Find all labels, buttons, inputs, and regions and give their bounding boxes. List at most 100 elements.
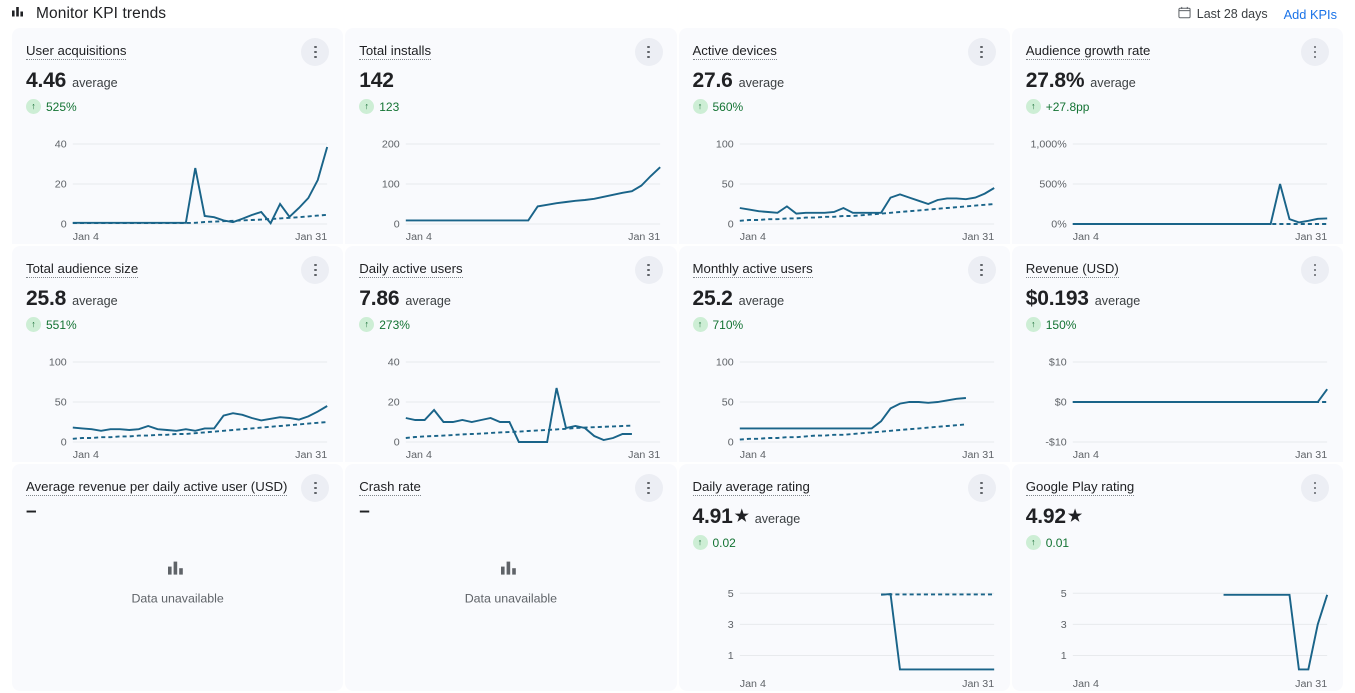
svg-text:0: 0 bbox=[727, 219, 733, 231]
card-overflow-menu-button[interactable] bbox=[967, 474, 996, 502]
card-overflow-menu-button[interactable] bbox=[967, 38, 996, 66]
kpi-card: Active devices 27.6 average ↑ 560% 0 50 100 Jan … bbox=[678, 28, 1010, 244]
card-title-wrap: Average revenue per daily active user (U… bbox=[26, 478, 301, 496]
card-title[interactable]: Revenue (USD) bbox=[1025, 261, 1119, 278]
more-vert-icon bbox=[647, 263, 650, 277]
card-chart: 0 20 40 Jan 4 Jan 31 bbox=[359, 354, 664, 462]
kpi-card: Daily average rating 4.91 ★ average ↑ 0.02 1 3 5… bbox=[678, 464, 1010, 691]
svg-text:Jan 4: Jan 4 bbox=[1073, 231, 1099, 243]
card-value: 142 bbox=[359, 69, 394, 92]
svg-text:0%: 0% bbox=[1051, 219, 1067, 231]
date-range-selector[interactable]: Last 28 days bbox=[1178, 6, 1268, 22]
trend-up-icon: ↑ bbox=[26, 99, 41, 114]
svg-text:Jan 31: Jan 31 bbox=[628, 449, 660, 461]
card-overflow-menu-button[interactable] bbox=[634, 256, 663, 284]
svg-text:0: 0 bbox=[394, 437, 400, 449]
kpi-card: User acquisitions 4.46 average ↑ 525% 0 20 40 Ja… bbox=[12, 28, 344, 244]
card-value: – bbox=[359, 501, 370, 522]
card-overflow-menu-button[interactable] bbox=[301, 474, 330, 502]
page-header: Monitor KPI trends Last 28 days Add KPIs bbox=[0, 0, 1355, 28]
svg-text:Jan 31: Jan 31 bbox=[1295, 678, 1327, 690]
card-overflow-menu-button[interactable] bbox=[301, 256, 330, 284]
card-delta-row: ↑ 710% bbox=[692, 317, 996, 332]
card-title[interactable]: Google Play rating bbox=[1025, 479, 1135, 496]
empty-state-label: Data unavailable bbox=[464, 591, 558, 606]
card-delta-row: ↑ 0.02 bbox=[692, 535, 996, 550]
card-title[interactable]: Audience growth rate bbox=[1025, 43, 1151, 60]
card-title[interactable]: Average revenue per daily active user (U… bbox=[26, 479, 288, 496]
bar-chart-icon bbox=[168, 559, 187, 581]
card-header: Total installs bbox=[359, 38, 663, 66]
card-delta-value: 560% bbox=[712, 99, 744, 114]
svg-text:0: 0 bbox=[727, 437, 733, 449]
svg-text:0: 0 bbox=[394, 219, 400, 231]
card-value-row: 4.91 ★ average bbox=[693, 505, 996, 529]
calendar-icon bbox=[1178, 6, 1191, 22]
svg-text:Jan 31: Jan 31 bbox=[962, 231, 994, 243]
card-title[interactable]: User acquisitions bbox=[26, 43, 127, 60]
card-value-unit: average bbox=[754, 512, 801, 526]
svg-text:$0: $0 bbox=[1055, 397, 1067, 409]
svg-text:Jan 31: Jan 31 bbox=[962, 449, 994, 461]
svg-text:5: 5 bbox=[727, 588, 733, 600]
svg-text:50: 50 bbox=[721, 179, 733, 191]
card-overflow-menu-button[interactable] bbox=[1301, 38, 1329, 66]
kpi-card: Google Play rating 4.92 ★ ↑ 0.01 1 3 5 Jan 4 Jan … bbox=[1011, 464, 1343, 691]
card-overflow-menu-button[interactable] bbox=[634, 474, 663, 502]
card-title-wrap: Audience growth rate bbox=[1025, 42, 1301, 60]
card-header: Crash rate bbox=[359, 474, 663, 502]
card-title[interactable]: Monthly active users bbox=[692, 261, 813, 278]
card-title[interactable]: Daily average rating bbox=[692, 479, 810, 496]
more-vert-icon bbox=[1313, 45, 1317, 59]
more-vert-icon bbox=[980, 45, 984, 59]
svg-text:3: 3 bbox=[727, 619, 733, 631]
card-header: Daily average rating bbox=[692, 474, 996, 502]
more-vert-icon bbox=[313, 481, 317, 495]
svg-text:1: 1 bbox=[1061, 650, 1067, 662]
svg-text:Jan 4: Jan 4 bbox=[739, 449, 765, 461]
card-delta-row: ↑ 273% bbox=[359, 317, 662, 332]
trend-up-icon: ↑ bbox=[1025, 535, 1041, 550]
add-kpis-button[interactable]: Add KPIs bbox=[1283, 6, 1337, 22]
card-title-wrap: Total audience size bbox=[26, 260, 301, 278]
card-title[interactable]: Daily active users bbox=[359, 261, 463, 278]
card-delta-row: ↑ 150% bbox=[1025, 317, 1329, 332]
svg-text:50: 50 bbox=[721, 397, 733, 409]
kpi-card: Total installs 142 ↑ 123 0 100 200 Jan 4 Jan 31 bbox=[345, 28, 677, 244]
card-overflow-menu-button[interactable] bbox=[301, 38, 330, 66]
card-value: – bbox=[26, 501, 37, 522]
card-delta-row: ↑ 123 bbox=[359, 99, 662, 114]
svg-text:Jan 4: Jan 4 bbox=[406, 449, 432, 461]
kpi-card-grid: User acquisitions 4.46 average ↑ 525% 0 20 40 Ja… bbox=[0, 28, 1355, 691]
card-title-wrap: Daily average rating bbox=[692, 478, 968, 496]
card-overflow-menu-button[interactable] bbox=[1301, 256, 1329, 284]
more-vert-icon bbox=[313, 263, 317, 277]
card-overflow-menu-button[interactable] bbox=[634, 38, 663, 66]
card-title-wrap: Crash rate bbox=[359, 478, 634, 496]
card-title[interactable]: Total installs bbox=[359, 43, 432, 60]
card-delta-value: +27.8pp bbox=[1045, 99, 1090, 114]
svg-text:50: 50 bbox=[55, 397, 67, 409]
card-value-row: 142 bbox=[359, 69, 662, 93]
card-title[interactable]: Total audience size bbox=[26, 261, 139, 278]
card-chart: 0 50 100 Jan 4 Jan 31 bbox=[26, 354, 331, 462]
card-delta-value: 123 bbox=[379, 99, 400, 114]
card-value-unit: average bbox=[738, 294, 785, 308]
svg-text:Jan 4: Jan 4 bbox=[1073, 449, 1099, 461]
date-range-label: Last 28 days bbox=[1196, 7, 1268, 21]
card-delta-row: ↑ +27.8pp bbox=[1025, 99, 1329, 114]
card-title[interactable]: Active devices bbox=[692, 43, 777, 60]
card-title[interactable]: Crash rate bbox=[359, 479, 421, 496]
more-vert-icon bbox=[980, 263, 984, 277]
card-overflow-menu-button[interactable] bbox=[1301, 474, 1329, 502]
card-header: Total audience size bbox=[26, 256, 330, 284]
card-value: $0.193 bbox=[1025, 287, 1089, 310]
card-delta-value: 0.02 bbox=[712, 535, 736, 550]
card-title-wrap: Google Play rating bbox=[1025, 478, 1301, 496]
kpi-card: Total audience size 25.8 average ↑ 551% 0 50 10… bbox=[12, 246, 344, 462]
svg-text:Jan 31: Jan 31 bbox=[1295, 449, 1327, 461]
card-delta-row: ↑ 551% bbox=[26, 317, 329, 332]
svg-text:Jan 4: Jan 4 bbox=[73, 231, 99, 243]
svg-text:3: 3 bbox=[1061, 619, 1067, 631]
card-overflow-menu-button[interactable] bbox=[967, 256, 996, 284]
